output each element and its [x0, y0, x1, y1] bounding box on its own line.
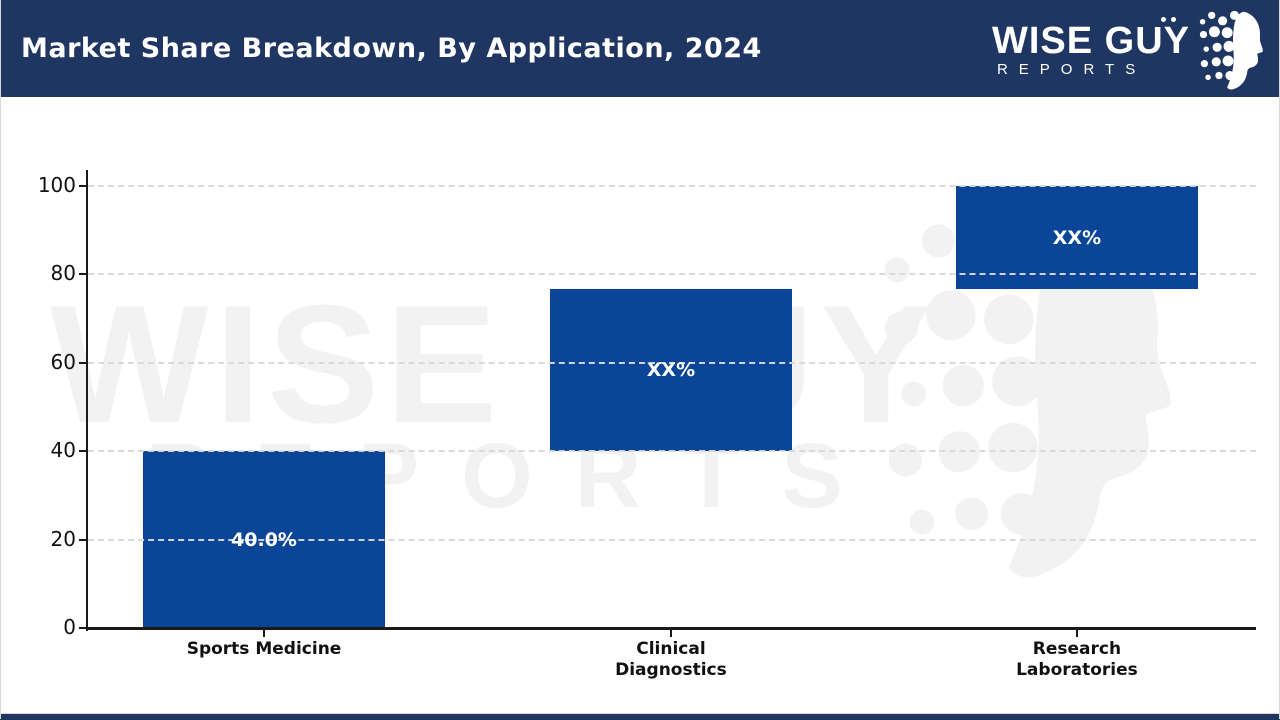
y-tick-mark: [79, 627, 88, 629]
x-category-label: Sports Medicine: [186, 639, 342, 659]
y-tick-label: 40: [50, 438, 76, 463]
gridline: [88, 361, 1256, 364]
logo-text: WISE GUY REPORTS: [991, 17, 1190, 79]
y-tick-mark: [79, 361, 88, 364]
y-tick-mark: [79, 450, 88, 453]
gridline: [88, 185, 1256, 187]
bar-clinical-diagnostics: [549, 289, 792, 452]
y-dots-icon: [1161, 17, 1176, 22]
bar-value-label: 40.0%: [231, 528, 297, 551]
x-tick-mark: [1075, 630, 1078, 637]
x-tick-mark: [669, 630, 672, 637]
wiseguy-logo: WISE GUY REPORTS: [992, 8, 1266, 92]
gridline: [88, 273, 1256, 276]
x-axis-line: [88, 627, 1256, 630]
y-tick-mark: [79, 538, 88, 541]
page-title: Market Share Breakdown, By Application, …: [21, 33, 762, 64]
x-tick-mark: [263, 630, 266, 637]
y-axis-line: [86, 170, 88, 631]
gridline: [88, 538, 1256, 541]
y-tick-label: 20: [50, 526, 76, 551]
y-tick-mark: [79, 273, 88, 276]
y-tick-mark: [79, 185, 88, 187]
y-tick-label: 0: [63, 615, 76, 639]
y-tick-label: 60: [50, 349, 76, 374]
bar-value-label: XX%: [646, 359, 696, 382]
x-category-label: Clinical Diagnostics: [615, 639, 727, 680]
face-profile-icon: [1192, 9, 1266, 91]
y-tick-label: 80: [50, 261, 76, 286]
logo-subtitle: REPORTS: [996, 61, 1147, 78]
logo-wordmark: WISE GUY: [991, 20, 1190, 62]
y-tick-label: 100: [37, 173, 76, 197]
watermark-wordmark: WISE GUY: [50, 270, 939, 458]
x-category-label: Research Laboratories: [1016, 639, 1138, 680]
gridline: [88, 450, 1256, 453]
header: Market Share Breakdown, By Application, …: [0, 0, 1280, 97]
footer-bar: [0, 713, 1280, 720]
bar-value-label: XX%: [1052, 226, 1102, 249]
